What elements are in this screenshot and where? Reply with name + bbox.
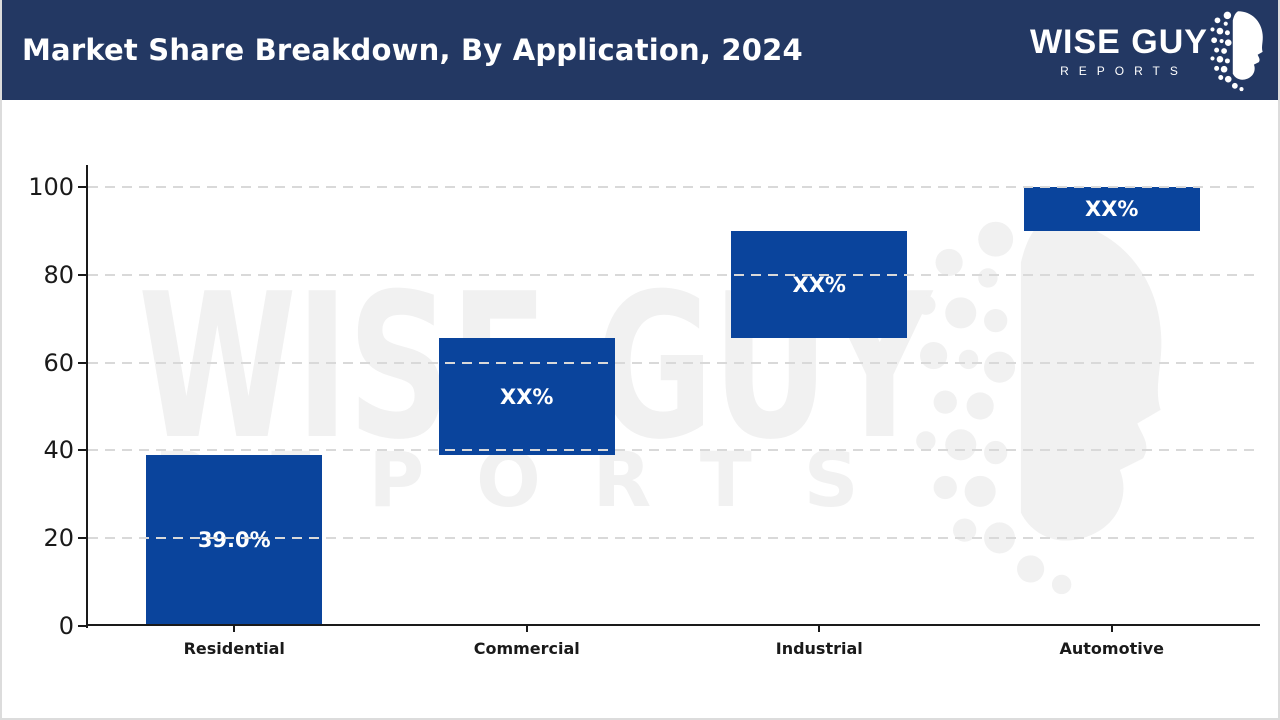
- y-grid-line: [88, 537, 1258, 540]
- y-grid-line: [88, 449, 1258, 452]
- y-tick-mark: [78, 537, 86, 540]
- y-tick-mark: [78, 625, 86, 627]
- x-category-label: Commercial: [473, 639, 580, 658]
- bar-value-label: XX%: [1085, 196, 1139, 221]
- brand-wordmark: WISE GUY REPORTS: [1030, 25, 1208, 78]
- x-tick-mark: [1110, 626, 1113, 632]
- y-tick-mark: [78, 361, 86, 364]
- y-tick-mark: [78, 185, 86, 188]
- bar-value-label: XX%: [792, 272, 846, 297]
- x-category-label: Residential: [183, 639, 285, 658]
- y-tick-label: 60: [43, 348, 74, 377]
- x-category-label: Industrial: [775, 639, 863, 658]
- bar-segment: 39.0%: [146, 454, 323, 626]
- watermark-head-icon: [916, 219, 1162, 595]
- y-tick-label: 20: [43, 524, 74, 553]
- y-grid-line: [88, 361, 1258, 364]
- bar-value-label: XX%: [500, 384, 554, 409]
- y-grid-line: [88, 273, 1258, 276]
- bar-segment: XX%: [438, 338, 615, 455]
- y-tick-label: 100: [28, 172, 74, 201]
- y-tick-label: 0: [58, 612, 74, 640]
- y-tick-label: 80: [43, 260, 74, 289]
- plot-area: 0 20 40 60 80 100 39.0% Residential XX% Commercia…: [28, 165, 1260, 658]
- x-tick-mark: [233, 626, 236, 632]
- x-tick-mark: [818, 626, 821, 632]
- bar-value-label: 39.0%: [197, 528, 271, 553]
- x-axis-spine: [86, 624, 1260, 626]
- y-axis-spine: [86, 165, 88, 628]
- brand-logo: WISE GUY REPORTS: [1030, 8, 1268, 94]
- brand-subtitle: REPORTS: [1060, 63, 1188, 78]
- x-tick-mark: [525, 626, 528, 632]
- y-tick-mark: [78, 449, 86, 452]
- brand-name: WISE GUY: [1029, 22, 1208, 61]
- x-category-label: Automotive: [1059, 639, 1165, 658]
- bar-segment: XX%: [731, 230, 908, 339]
- dot-head-icon: [1210, 11, 1263, 92]
- bar-segment: XX%: [1023, 186, 1200, 231]
- y-tick-mark: [78, 273, 86, 276]
- page-title: Market Share Breakdown, By Application, …: [22, 33, 803, 67]
- y-grid-line: [88, 185, 1258, 188]
- header-bar: Market Share Breakdown, By Application, …: [2, 0, 1278, 100]
- y-tick-label: 40: [43, 436, 74, 465]
